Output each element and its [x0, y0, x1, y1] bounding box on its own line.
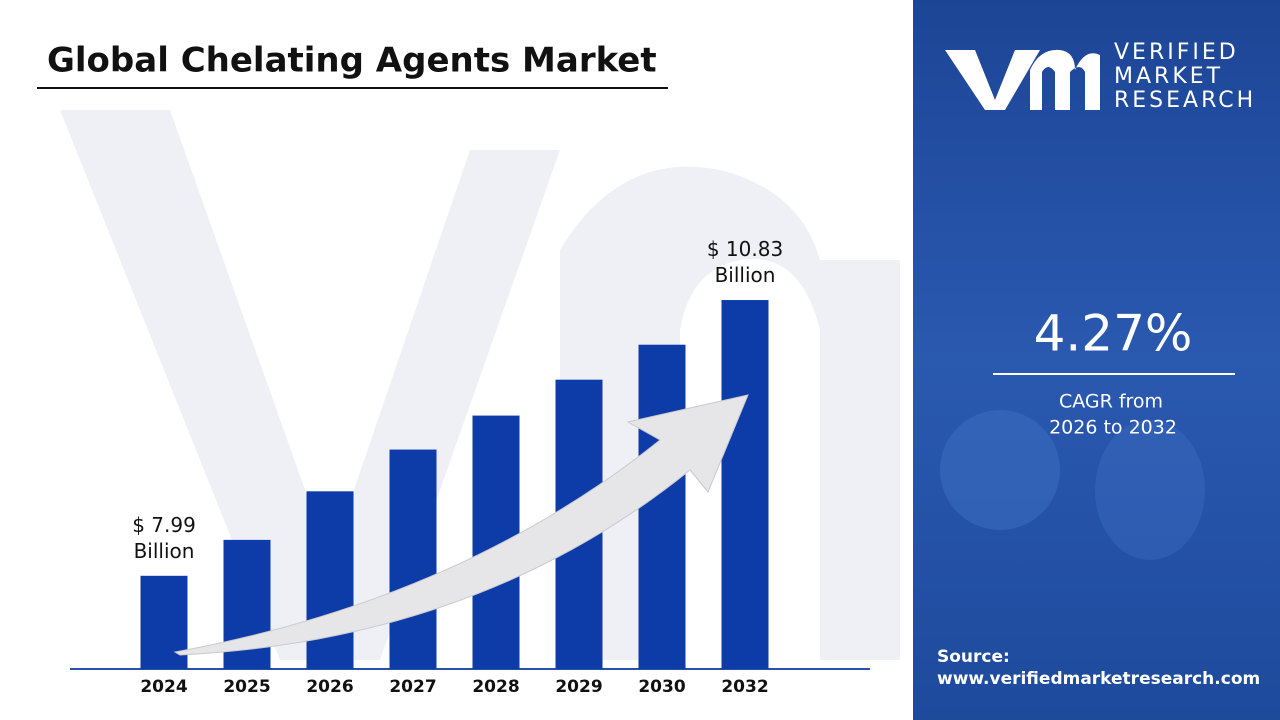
brand-line: MARKET	[1114, 64, 1223, 89]
bar	[306, 491, 354, 669]
x-tick-label: 2028	[472, 677, 519, 697]
bar	[389, 449, 437, 669]
x-tick-label: 2027	[389, 677, 436, 697]
side-panel	[913, 0, 1280, 720]
x-tick-label: 2026	[306, 677, 353, 697]
cagr-label: CAGR from	[1059, 391, 1163, 413]
x-tick-label: 2032	[721, 677, 768, 697]
x-tick-label: 2024	[140, 677, 187, 697]
cagr-label: 2026 to 2032	[1049, 417, 1177, 439]
flask-decor	[940, 410, 1060, 530]
bar	[638, 344, 686, 669]
value-label: $ 10.83 Billion	[706, 237, 784, 288]
x-tick-label: 2030	[638, 677, 685, 697]
x-tick-label: 2025	[223, 677, 270, 697]
brand-line: RESEARCH	[1114, 88, 1256, 113]
brand-line: VERIFIED	[1114, 40, 1239, 65]
source-label: Source:	[937, 647, 1010, 667]
growth-arrow	[173, 394, 749, 656]
source-url: www.verifiedmarketresearch.com	[937, 669, 1260, 689]
flask-decor	[1095, 420, 1205, 560]
bar	[721, 300, 769, 669]
logo-mark	[945, 50, 1040, 110]
watermark	[60, 110, 560, 660]
value-label: $ 7.99 Billion	[132, 512, 196, 563]
x-tick-label: 2029	[555, 677, 602, 697]
cagr-value: 4.27%	[1034, 305, 1193, 363]
chart-title: Global Chelating Agents Market	[47, 41, 657, 81]
logo-mark	[1030, 49, 1100, 110]
